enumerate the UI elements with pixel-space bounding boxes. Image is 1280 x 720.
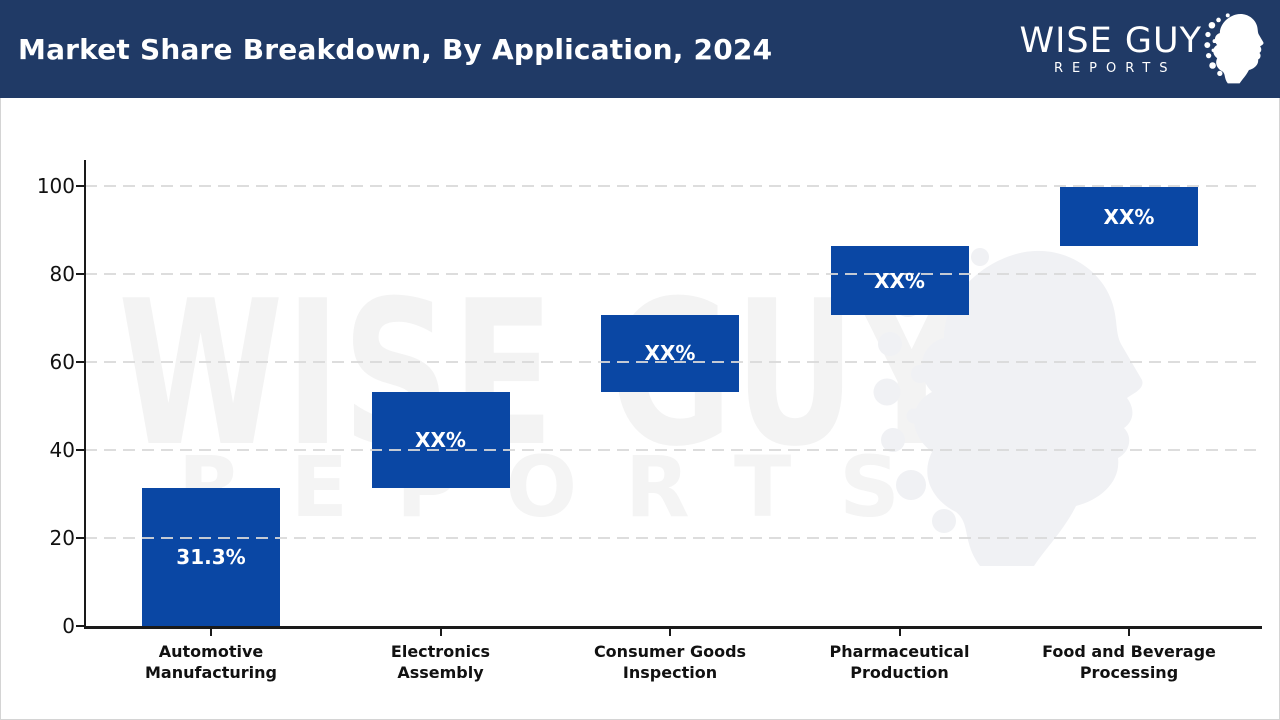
x-tick-mark: [898, 628, 901, 636]
x-category-label: Electronics Assembly: [326, 641, 556, 683]
bar-segment: [142, 488, 280, 626]
x-category-line: Processing: [1079, 663, 1179, 682]
bar-value-label: XX%: [644, 341, 696, 366]
gridline: [85, 449, 1262, 451]
gridline: [85, 537, 1262, 539]
y-tick-label: 0: [62, 614, 75, 638]
logo-subtext: REPORTS: [1053, 61, 1177, 76]
bar-segment: [1060, 187, 1198, 247]
bar-segment: [601, 314, 739, 392]
y-tick-mark: [76, 537, 85, 539]
x-category-label: Pharmaceutical Production: [785, 641, 1015, 683]
y-tick-label: 80: [49, 262, 75, 286]
x-axis-spine: [84, 626, 1262, 629]
x-tick-mark: [669, 628, 671, 636]
logo-head-icon: [1204, 12, 1270, 86]
y-tick-label: 40: [49, 438, 75, 462]
logo-text: WISE GUY REPORTS: [1019, 22, 1202, 76]
x-tick-mark: [210, 628, 212, 636]
y-tick-mark: [76, 273, 85, 275]
y-tick-label: 60: [49, 350, 75, 374]
x-category-label: Food and Beverage Processing: [1014, 641, 1244, 683]
gridline: [85, 361, 1262, 363]
y-tick-mark: [76, 625, 85, 627]
x-category-line: Food and Beverage: [1042, 642, 1216, 661]
x-category-line: Consumer Goods: [593, 642, 747, 661]
logo-wordmark: WISE GUY: [1019, 21, 1202, 61]
x-category-line: Inspection: [622, 663, 718, 682]
y-axis-spine: [84, 160, 86, 628]
x-category-label: Consumer Goods Inspection: [555, 641, 785, 683]
bar-value-label: 31.3%: [176, 545, 246, 570]
bar-value-label: XX%: [415, 428, 466, 453]
y-tick-label: 100: [36, 174, 75, 198]
y-tick-label: 20: [49, 526, 75, 550]
x-category-line: Manufacturing: [145, 663, 277, 682]
x-tick-mark: [1128, 628, 1130, 636]
logo: WISE GUY REPORTS: [1019, 0, 1270, 98]
y-tick-mark: [76, 185, 85, 187]
y-tick-mark: [76, 449, 85, 451]
x-category-line: Assembly: [397, 663, 484, 682]
bar-segment: [371, 391, 510, 489]
gridline: [85, 273, 1262, 275]
header-bar: Market Share Breakdown, By Application, …: [0, 0, 1280, 98]
bar-value-label: XX%: [874, 268, 925, 293]
x-category-line: Pharmaceutical: [829, 642, 970, 661]
chart-title: Market Share Breakdown, By Application, …: [18, 32, 773, 66]
gridline: [85, 185, 1262, 187]
x-category-label: Automotive Manufacturing: [96, 641, 326, 683]
x-category-line: Automotive: [158, 642, 264, 661]
x-category-line: Electronics: [390, 642, 491, 661]
x-category-line: Production: [850, 663, 949, 682]
x-tick-mark: [439, 628, 442, 636]
bar-value-label: XX%: [1103, 204, 1155, 229]
y-tick-mark: [76, 361, 85, 363]
